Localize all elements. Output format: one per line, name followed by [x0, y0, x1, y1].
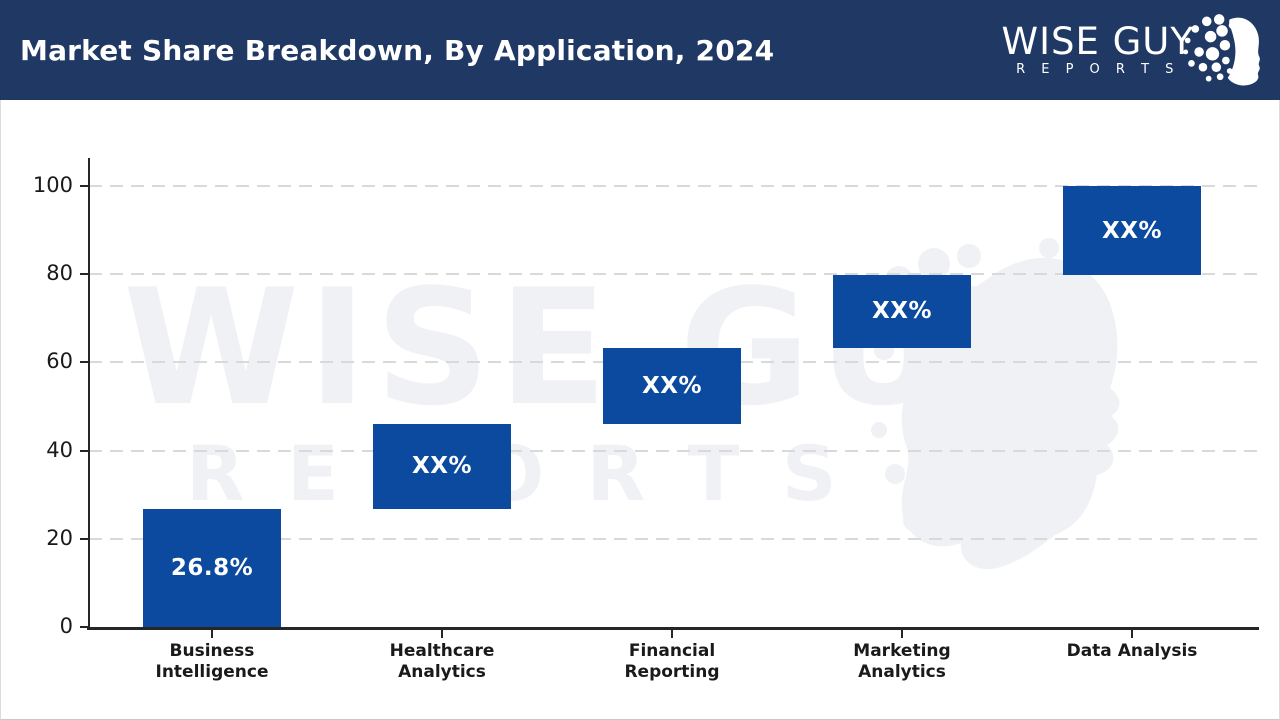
x-tick-label-line: Business	[169, 641, 255, 661]
x-tick-label-line: Marketing	[853, 641, 951, 661]
y-tick	[80, 185, 89, 187]
x-tick	[441, 630, 443, 638]
bar: 26.8%	[143, 508, 281, 627]
y-tick-label: 40	[46, 437, 73, 462]
x-tick-label-line: Data Analysis	[1066, 641, 1198, 661]
bar-value-label: XX%	[641, 372, 702, 399]
bar: XX%	[1063, 186, 1201, 276]
x-tick-label: Healthcare Analytics	[332, 641, 552, 683]
y-tick-label: 60	[46, 349, 73, 374]
y-tick-label: 100	[32, 173, 73, 197]
brand-logo-text: WISE GUY R E P O R T S	[1001, 19, 1194, 78]
bar-value-label: 26.8%	[170, 554, 254, 581]
y-tick-label: 80	[46, 261, 73, 286]
x-tick-label-line: Reporting	[624, 662, 720, 682]
watermark-text-2: R E P O R T S	[186, 429, 845, 518]
dotted-face-icon	[1183, 14, 1260, 86]
bar-value-label: XX%	[411, 453, 472, 480]
x-tick	[1131, 630, 1133, 638]
x-tick-label-line: Intelligence	[155, 662, 269, 682]
x-tick-label-line: Financial	[628, 641, 716, 661]
x-tick-label-line: Analytics	[398, 662, 486, 682]
bar: XX%	[373, 424, 511, 509]
x-tick-label: Financial Reporting	[562, 641, 782, 683]
chart-area: WISE GUY R E P O R T S 0 20 40 60 80 100 26.8%…	[0, 100, 1280, 720]
gridline	[89, 185, 1257, 187]
bar-value-label: XX%	[1101, 217, 1162, 244]
page-title: Market Share Breakdown, By Application, …	[20, 33, 775, 67]
gridline	[89, 273, 1257, 276]
x-tick	[901, 630, 903, 638]
x-tick-label-line: Healthcare	[389, 641, 495, 661]
gridline	[89, 537, 1257, 540]
bar: XX%	[833, 275, 971, 348]
x-tick-label-line: Analytics	[858, 662, 946, 682]
y-tick-label: 0	[59, 614, 73, 638]
brand-logo: WISE GUY R E P O R T S	[1002, 8, 1266, 92]
x-tick-label: Data Analysis	[1022, 641, 1242, 662]
gridline	[89, 449, 1257, 452]
x-axis-line	[87, 627, 1259, 630]
x-tick	[671, 630, 673, 638]
y-tick	[80, 449, 89, 452]
y-tick	[80, 626, 89, 628]
bar: XX%	[603, 347, 741, 425]
bar-value-label: XX%	[871, 298, 932, 325]
brand-name: WISE GUY	[1001, 19, 1194, 63]
x-tick-label: Business Intelligence	[102, 641, 322, 683]
y-tick	[80, 537, 89, 540]
y-tick-label: 20	[46, 525, 73, 550]
brand-subname: R E P O R T S	[1016, 62, 1180, 78]
x-tick	[211, 630, 213, 638]
x-tick-label: Marketing Analytics	[792, 641, 1012, 683]
y-axis-line	[88, 158, 90, 629]
y-tick	[80, 361, 89, 364]
y-tick	[80, 273, 89, 276]
header-bar: Market Share Breakdown, By Application, …	[0, 0, 1280, 100]
